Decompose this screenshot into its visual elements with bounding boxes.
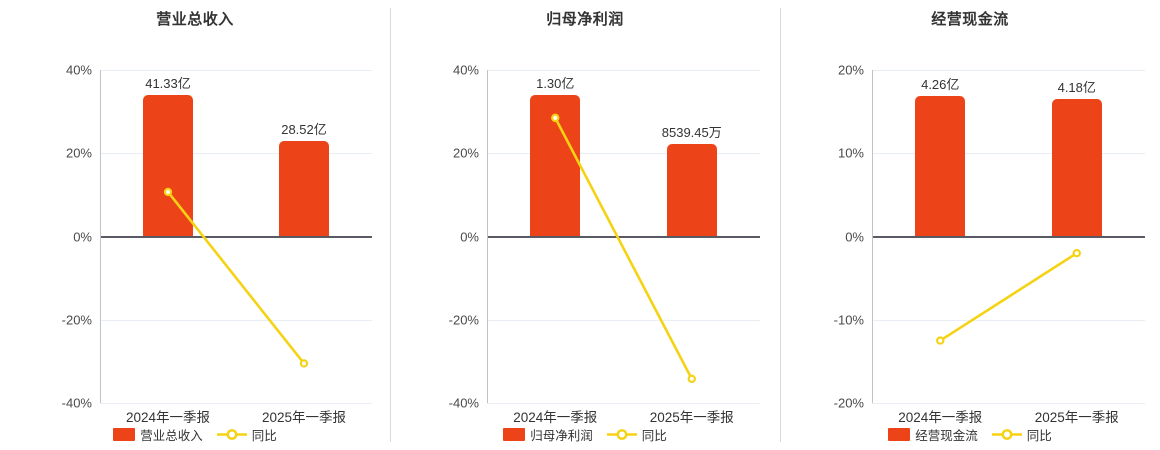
y-axis-tick-label: -20% xyxy=(61,312,92,328)
y-axis-tick-label: 20% xyxy=(452,145,479,161)
y-axis-tick-label: 20% xyxy=(65,145,92,161)
plot-area: 40% 20% 0% -20% -40% 41.33亿 28.52亿 2024年一季报 2025… xyxy=(0,0,390,450)
x-axis-tick-label: 2025年一季报 xyxy=(1034,410,1119,425)
plot-area: 40% 20% 0% -20% -40% 1.30亿 8539.45万 2024年一季报 202… xyxy=(390,0,780,450)
y-axis-spine xyxy=(487,70,488,403)
legend-item-line[interactable]: 同比 xyxy=(606,425,667,444)
legend-bar-swatch-icon xyxy=(888,428,911,441)
chart-title: 营业总收入 xyxy=(156,11,234,28)
yoy-line-series xyxy=(163,187,309,368)
zero-axis-line xyxy=(872,235,1145,238)
chart-legend: 归母净利润 同比 xyxy=(390,425,780,444)
legend-line-swatch-icon xyxy=(991,428,1022,441)
x-axis-tick-label: 2024年一季报 xyxy=(513,410,598,425)
line-marker xyxy=(936,336,945,345)
line-marker xyxy=(687,374,696,384)
bar xyxy=(666,143,717,237)
bar-value-label: 4.26亿 xyxy=(921,76,960,92)
line-marker xyxy=(299,359,309,368)
chart-legend: 营业总收入 同比 xyxy=(0,425,390,444)
legend-line-swatch-icon xyxy=(606,428,637,441)
chart-title: 归母净利润 xyxy=(546,11,624,28)
gridline xyxy=(872,70,1145,71)
legend-line-swatch-icon xyxy=(216,428,247,441)
gridline xyxy=(487,403,760,404)
gridline xyxy=(872,403,1145,404)
panel-divider xyxy=(780,8,781,442)
bar xyxy=(1051,99,1102,237)
legend-label-bar: 归母净利润 xyxy=(530,429,593,443)
legend-label-bar: 经营现金流 xyxy=(915,429,978,443)
gridline xyxy=(487,70,760,71)
bar-value-label: 28.52亿 xyxy=(281,121,327,137)
y-axis-spine xyxy=(100,70,101,403)
y-axis-tick-label: 10% xyxy=(837,145,864,161)
x-axis-tick-label: 2024年一季报 xyxy=(898,410,983,425)
gridline xyxy=(100,319,372,321)
gridline xyxy=(100,403,372,404)
zero-axis-line xyxy=(100,235,372,238)
line-path xyxy=(938,251,1079,342)
y-axis-tick-label: 40% xyxy=(65,62,92,78)
yoy-line-series xyxy=(936,248,1081,345)
y-axis-tick-label: 0% xyxy=(73,229,92,244)
legend-item-bar[interactable]: 归母净利润 xyxy=(503,425,593,444)
legend-label-line: 同比 xyxy=(641,429,667,443)
panel-divider xyxy=(390,8,391,442)
legend-bar-swatch-icon xyxy=(503,428,526,441)
line-path xyxy=(166,190,306,365)
gridline xyxy=(487,319,760,321)
yoy-line-series xyxy=(551,113,696,384)
bar xyxy=(279,140,329,237)
y-axis-tick-label: 0% xyxy=(460,229,479,244)
y-axis-tick-label: 40% xyxy=(452,62,479,78)
legend-item-line[interactable]: 同比 xyxy=(216,425,277,444)
chart-panel: 营业总收入 40% 20% 0% -20% -40% 41.33亿 28.52亿 2024年一季… xyxy=(0,0,390,450)
gridline xyxy=(872,319,1145,321)
y-axis-tick-label: -40% xyxy=(448,395,479,411)
line-marker xyxy=(551,113,560,123)
legend-item-line[interactable]: 同比 xyxy=(991,425,1052,444)
x-axis-tick-label: 2025年一季报 xyxy=(649,410,734,425)
legend-item-bar[interactable]: 营业总收入 xyxy=(113,425,203,444)
line-marker xyxy=(1072,248,1081,258)
x-axis-tick-label: 2025年一季报 xyxy=(261,410,347,425)
gridline xyxy=(100,70,372,71)
y-axis-tick-label: 0% xyxy=(845,229,864,244)
y-axis-tick-label: -40% xyxy=(61,395,92,411)
legend-label-line: 同比 xyxy=(1026,429,1052,443)
bar-value-label: 1.30亿 xyxy=(536,75,575,91)
y-axis-tick-label: 20% xyxy=(837,62,864,78)
chart-panel: 经营现金流 20% 10% 0% -10% -20% 4.26亿 4.18亿 2024年一季报 2… xyxy=(780,0,1160,450)
y-axis-spine xyxy=(872,70,873,403)
bar-value-label: 41.33亿 xyxy=(145,75,191,91)
legend-label-bar: 营业总收入 xyxy=(140,429,203,443)
legend-label-line: 同比 xyxy=(251,429,277,443)
legend-bar-swatch-icon xyxy=(113,428,136,441)
y-axis-tick-label: -10% xyxy=(833,312,864,328)
chart-legend: 经营现金流 同比 xyxy=(780,425,1160,444)
line-path xyxy=(553,116,694,381)
bar-value-label: 8539.45万 xyxy=(661,124,722,140)
line-marker xyxy=(163,187,173,197)
plot-area: 20% 10% 0% -10% -20% 4.26亿 4.18亿 2024年一季报 2025年一… xyxy=(780,0,1160,450)
bar xyxy=(915,95,966,237)
chart-panel: 归母净利润 40% 20% 0% -20% -40% 1.30亿 8539.45万 2024年一… xyxy=(390,0,780,450)
x-axis-tick-label: 2024年一季报 xyxy=(125,410,211,425)
bar-value-label: 4.18亿 xyxy=(1057,80,1096,96)
legend-item-bar[interactable]: 经营现金流 xyxy=(888,425,978,444)
y-axis-tick-label: -20% xyxy=(833,395,864,411)
gridline xyxy=(872,153,1145,155)
zero-axis-line xyxy=(487,235,760,238)
gridline xyxy=(487,153,760,155)
y-axis-tick-label: -20% xyxy=(448,312,479,328)
gridline xyxy=(100,153,372,155)
chart-title: 经营现金流 xyxy=(931,11,1009,28)
